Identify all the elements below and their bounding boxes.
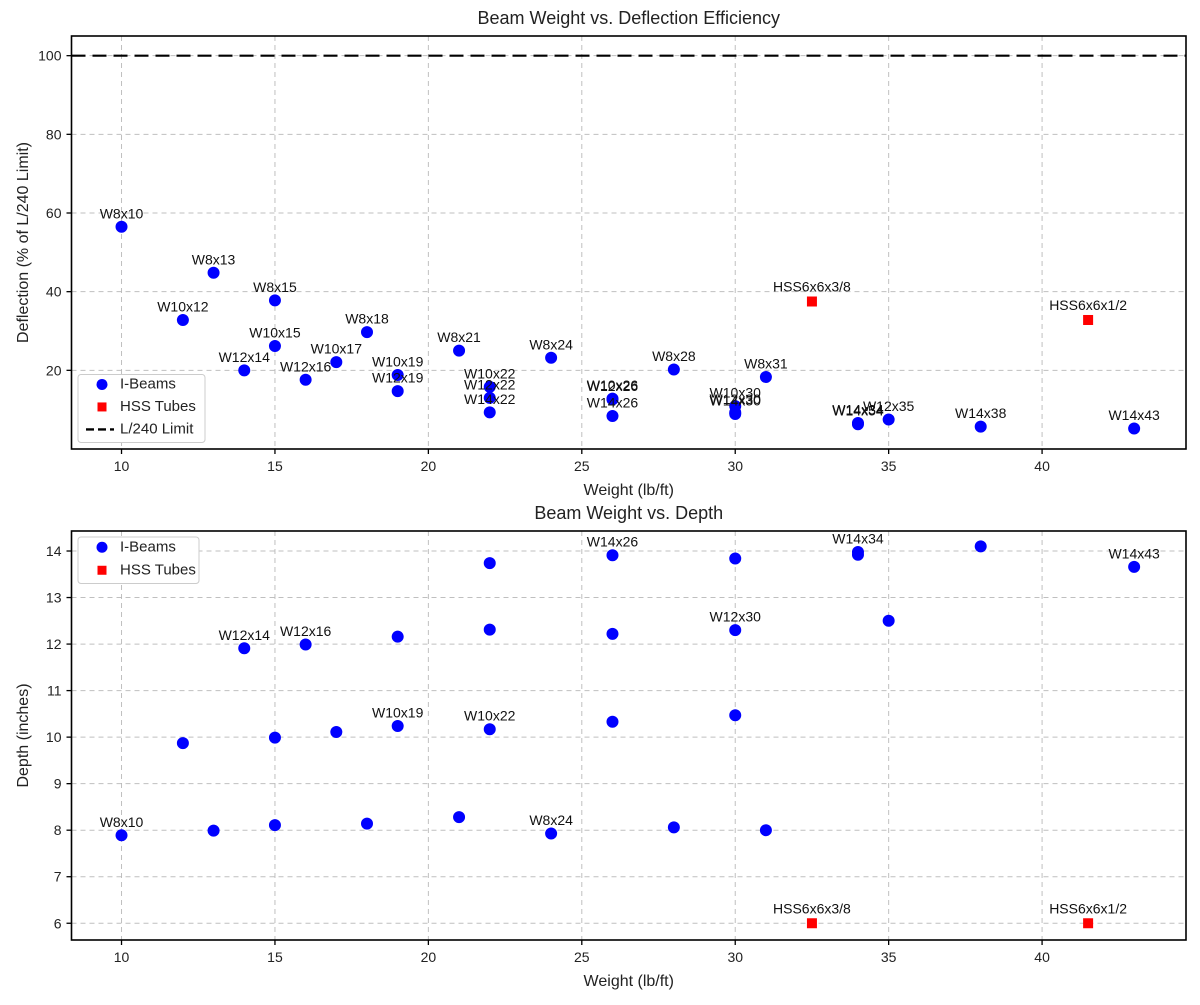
- svg-text:W8x24: W8x24: [529, 812, 573, 828]
- svg-text:W14x26: W14x26: [587, 534, 639, 550]
- svg-text:W12x19: W12x19: [372, 370, 424, 386]
- svg-text:W10x19: W10x19: [372, 704, 424, 720]
- svg-text:W12x14: W12x14: [219, 349, 271, 365]
- svg-text:10: 10: [114, 949, 130, 965]
- svg-text:W14x43: W14x43: [1108, 407, 1160, 423]
- svg-text:30: 30: [727, 949, 743, 965]
- svg-text:40: 40: [1034, 949, 1050, 965]
- svg-text:W8x31: W8x31: [744, 356, 788, 372]
- svg-text:35: 35: [881, 458, 897, 474]
- svg-text:W8x10: W8x10: [100, 205, 144, 221]
- svg-text:W12x16: W12x16: [280, 358, 332, 374]
- svg-text:W10x12: W10x12: [157, 298, 209, 314]
- svg-text:W8x24: W8x24: [529, 336, 573, 352]
- svg-text:W14x38: W14x38: [955, 405, 1007, 421]
- svg-text:HSS6x6x1/2: HSS6x6x1/2: [1049, 297, 1127, 313]
- svg-text:15: 15: [267, 458, 283, 474]
- svg-text:W8x10: W8x10: [100, 814, 144, 830]
- svg-text:10: 10: [114, 458, 130, 474]
- svg-text:100: 100: [38, 48, 62, 64]
- svg-text:Weight (lb/ft): Weight (lb/ft): [584, 482, 674, 499]
- svg-text:7: 7: [54, 869, 62, 885]
- svg-text:W12x14: W12x14: [219, 627, 271, 643]
- svg-text:HSS6x6x1/2: HSS6x6x1/2: [1049, 900, 1127, 916]
- svg-text:25: 25: [574, 949, 590, 965]
- svg-text:I-Beams: I-Beams: [120, 538, 176, 555]
- svg-text:Weight (lb/ft): Weight (lb/ft): [584, 973, 674, 990]
- svg-text:Depth (inches): Depth (inches): [15, 683, 32, 787]
- svg-text:W12x26: W12x26: [587, 378, 639, 394]
- svg-text:Deflection (% of L/240 Limit): Deflection (% of L/240 Limit): [15, 142, 32, 343]
- svg-text:W10x17: W10x17: [311, 341, 363, 357]
- svg-text:80: 80: [46, 126, 62, 142]
- svg-text:W10x15: W10x15: [249, 324, 301, 340]
- svg-text:HSS6x6x3/8: HSS6x6x3/8: [773, 900, 851, 916]
- svg-text:9: 9: [54, 776, 62, 792]
- svg-text:12: 12: [46, 636, 62, 652]
- svg-text:W14x43: W14x43: [1108, 545, 1160, 561]
- svg-text:13: 13: [46, 590, 62, 606]
- svg-text:W14x22: W14x22: [464, 391, 516, 407]
- svg-text:W14x54: W14x54: [832, 403, 884, 419]
- svg-text:25: 25: [574, 458, 590, 474]
- svg-text:Beam Weight vs. Depth: Beam Weight vs. Depth: [534, 503, 723, 523]
- svg-text:W14x34: W14x34: [832, 530, 884, 546]
- svg-text:I-Beams: I-Beams: [120, 375, 176, 392]
- svg-text:40: 40: [46, 284, 62, 300]
- svg-text:HSS Tubes: HSS Tubes: [120, 398, 196, 415]
- svg-text:40: 40: [1034, 458, 1050, 474]
- svg-text:Beam Weight vs. Deflection Eff: Beam Weight vs. Deflection Efficiency: [478, 8, 780, 28]
- svg-text:8: 8: [54, 822, 62, 838]
- svg-text:30: 30: [727, 458, 743, 474]
- svg-text:HSS Tubes: HSS Tubes: [120, 561, 196, 578]
- svg-text:W14x26: W14x26: [587, 394, 639, 410]
- svg-text:35: 35: [881, 949, 897, 965]
- svg-text:W8x21: W8x21: [437, 329, 481, 345]
- svg-text:W12x30: W12x30: [710, 609, 762, 625]
- svg-text:W12x16: W12x16: [280, 623, 332, 639]
- svg-text:W8x18: W8x18: [345, 311, 389, 327]
- svg-text:60: 60: [46, 205, 62, 221]
- svg-text:W8x15: W8x15: [253, 279, 297, 295]
- svg-text:20: 20: [421, 949, 437, 965]
- svg-text:10: 10: [46, 729, 62, 745]
- svg-text:W10x19: W10x19: [372, 354, 424, 370]
- svg-text:W14x30: W14x30: [710, 392, 762, 408]
- svg-text:6: 6: [54, 915, 62, 931]
- svg-text:20: 20: [46, 362, 62, 378]
- svg-text:15: 15: [267, 949, 283, 965]
- svg-text:11: 11: [47, 683, 62, 699]
- svg-text:14: 14: [46, 543, 62, 559]
- svg-text:W8x13: W8x13: [192, 251, 236, 267]
- svg-text:W10x22: W10x22: [464, 708, 516, 724]
- svg-text:20: 20: [421, 458, 437, 474]
- svg-text:L/240 Limit: L/240 Limit: [120, 420, 194, 437]
- svg-text:HSS6x6x3/8: HSS6x6x3/8: [773, 279, 851, 295]
- svg-text:W8x28: W8x28: [652, 348, 696, 364]
